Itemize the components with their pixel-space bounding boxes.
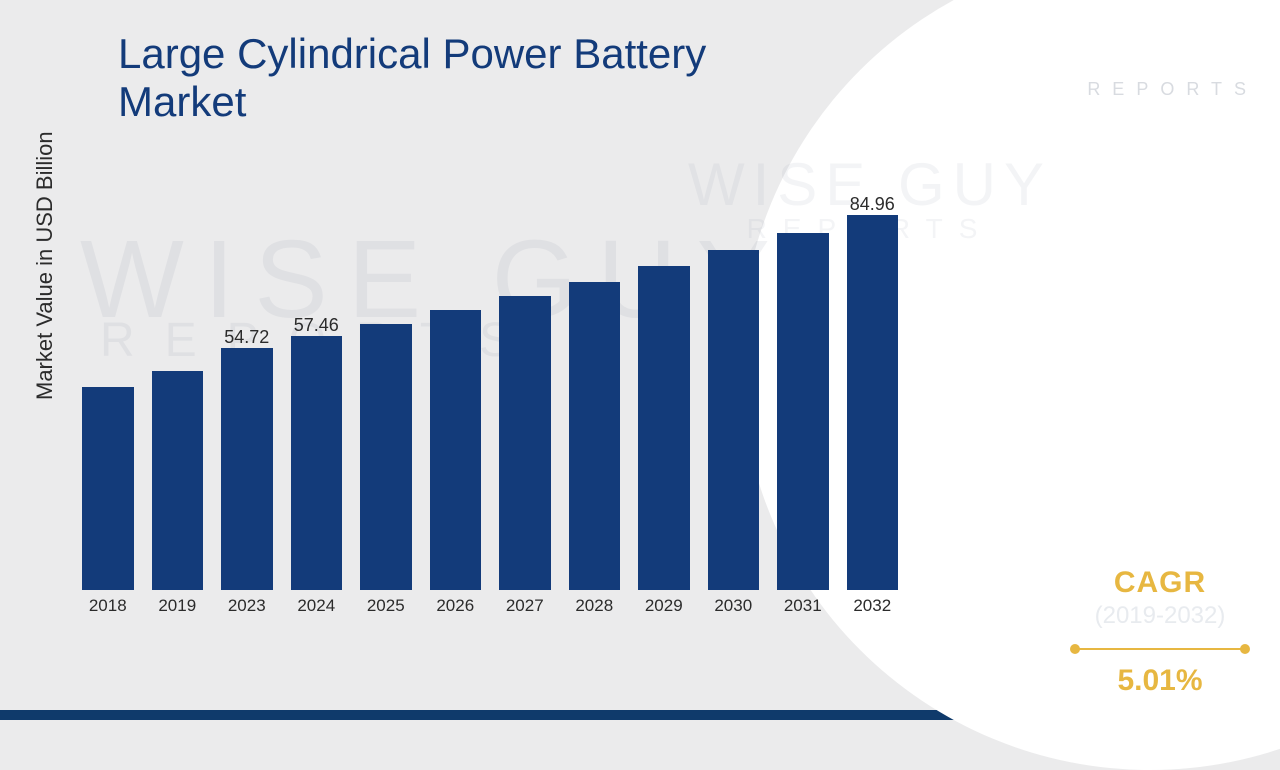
x-tick-label: 2026 <box>430 596 482 616</box>
bar-value-label: 54.72 <box>221 327 273 348</box>
bar-wrap: 57.46 <box>291 336 343 590</box>
bar-wrap <box>777 233 829 590</box>
bar-wrap <box>708 250 760 590</box>
bar-value-label: 84.96 <box>847 194 899 215</box>
bar <box>499 296 551 590</box>
bar-wrap <box>430 310 482 590</box>
bar <box>708 250 760 590</box>
bar <box>152 371 204 590</box>
x-tick-label: 2018 <box>82 596 134 616</box>
bar-wrap <box>82 387 134 590</box>
bar <box>638 266 690 590</box>
logo-main-text: WISE GUY <box>1042 38 1258 83</box>
brand-logo: WISE GUY REPORTS <box>1042 38 1258 100</box>
x-axis-labels: 2018 2019 2023 2024 2025 2026 2027 2028 2029 2030… <box>78 596 898 616</box>
bar-wrap: 54.72 <box>221 348 273 590</box>
cagr-divider <box>1075 648 1245 650</box>
bar-wrap <box>360 324 412 590</box>
cagr-block: CAGR (2019-2032) 5.01% <box>1040 566 1280 698</box>
bar-wrap <box>152 371 204 590</box>
x-tick-label: 2029 <box>638 596 690 616</box>
x-tick-label: 2030 <box>708 596 760 616</box>
cagr-label: CAGR <box>1040 566 1280 600</box>
x-tick-label: 2023 <box>221 596 273 616</box>
x-tick-label: 2024 <box>291 596 343 616</box>
chart-plot-area: 54.72 57.46 84.96 <box>78 210 898 590</box>
cagr-value: 5.01% <box>1040 664 1280 698</box>
bar <box>221 348 273 590</box>
x-tick-label: 2032 <box>847 596 899 616</box>
bar <box>569 282 621 590</box>
bar <box>777 233 829 590</box>
x-tick-label: 2019 <box>152 596 204 616</box>
chart-title: Large Cylindrical Power Battery Market <box>118 30 768 127</box>
bar <box>82 387 134 590</box>
bar-wrap <box>569 282 621 590</box>
x-tick-label: 2031 <box>777 596 829 616</box>
bar <box>360 324 412 590</box>
bar <box>291 336 343 590</box>
x-tick-label: 2025 <box>360 596 412 616</box>
bars-container: 54.72 57.46 84.96 <box>78 210 898 590</box>
bar-value-label: 57.46 <box>291 315 343 336</box>
cagr-period: (2019-2032) <box>1040 602 1280 630</box>
y-axis-label: Market Value in USD Billion <box>32 131 58 400</box>
bar-wrap <box>638 266 690 590</box>
bar-wrap <box>499 296 551 590</box>
x-tick-label: 2027 <box>499 596 551 616</box>
bar <box>847 215 899 590</box>
x-tick-label: 2028 <box>569 596 621 616</box>
bar <box>430 310 482 590</box>
bar-wrap: 84.96 <box>847 215 899 590</box>
